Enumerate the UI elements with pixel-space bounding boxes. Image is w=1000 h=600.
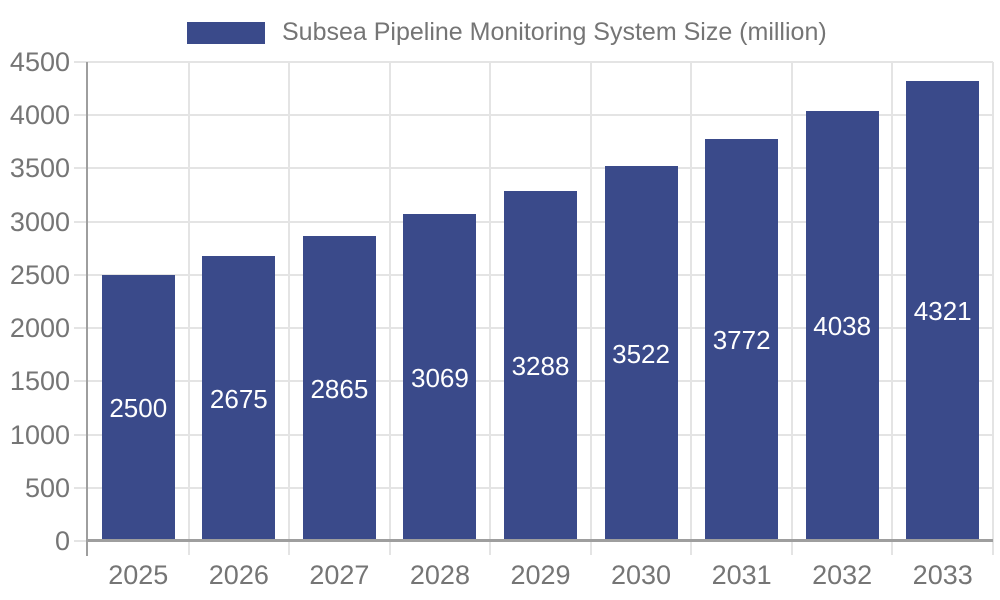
y-tick-label: 3000	[9, 206, 70, 237]
bar: 3069	[403, 214, 477, 541]
y-tick-label: 500	[24, 472, 70, 503]
y-axis-tick	[74, 220, 88, 223]
x-tick-label: 2025	[108, 560, 169, 590]
x-tick-label: 2033	[912, 560, 973, 590]
bar-value-label: 2500	[109, 392, 168, 423]
gridline-horizontal	[88, 167, 993, 170]
x-axis-line	[86, 539, 993, 542]
y-axis-tick	[74, 380, 88, 383]
y-axis-tick	[74, 327, 88, 330]
gridline-horizontal	[88, 114, 993, 117]
bar-value-label: 3069	[411, 362, 469, 393]
y-axis-tick	[74, 273, 88, 276]
bar-value-label: 2865	[310, 373, 369, 404]
x-axis-tick	[891, 541, 894, 555]
x-tick-label: 2032	[812, 560, 873, 590]
y-axis-tick	[74, 167, 88, 170]
gridline-vertical	[891, 62, 894, 541]
x-axis-tick	[790, 541, 793, 555]
plot-area: 0 500 1000 1500 2000 2500 3000 3500 4000 4500 2500…	[10, 49, 994, 589]
bar: 2865	[302, 236, 376, 541]
y-tick-label: 0	[54, 526, 70, 556]
legend-label: Subsea Pipeline Monitoring System Size (…	[282, 18, 827, 46]
bar-value-label: 2675	[209, 383, 268, 414]
x-tick-label: 2030	[611, 560, 672, 590]
bar: 4321	[906, 81, 980, 541]
x-tick-label: 2028	[409, 560, 470, 590]
gridline-vertical	[388, 62, 391, 541]
bar: 3522	[604, 166, 678, 541]
bar: 4038	[805, 111, 879, 541]
y-axis-tick	[74, 114, 88, 117]
y-tick-label: 4000	[9, 100, 70, 131]
y-axis-tick	[74, 433, 88, 436]
y-axis-line	[86, 62, 88, 556]
y-tick-label: 4500	[9, 47, 70, 77]
x-tick-label: 2027	[309, 560, 370, 590]
gridline-vertical	[790, 62, 793, 541]
x-tick-label: 2026	[208, 560, 269, 590]
x-tick-label: 2029	[510, 560, 571, 590]
bar-value-label: 3288	[511, 350, 570, 381]
y-tick-label: 1500	[9, 366, 70, 397]
bar-value-label: 3522	[612, 338, 670, 369]
x-axis-tick	[992, 541, 994, 555]
gridline-vertical	[288, 62, 291, 541]
gridline-vertical	[992, 62, 994, 541]
x-axis-tick	[690, 541, 693, 555]
bar: 3288	[504, 191, 577, 541]
y-tick-label: 2500	[9, 259, 70, 290]
gridline-vertical	[489, 62, 492, 541]
gridline-vertical	[589, 62, 592, 541]
x-axis-tick	[489, 541, 492, 555]
bar-value-label: 4321	[913, 296, 972, 327]
x-axis-tick	[388, 541, 391, 555]
x-axis-tick	[187, 541, 190, 555]
bar-value-label: 4038	[813, 311, 872, 342]
y-tick-label: 1000	[9, 419, 70, 450]
x-axis-tick	[589, 541, 592, 555]
bar: 2500	[101, 274, 175, 541]
y-axis-tick	[74, 540, 88, 542]
bar: 3772	[705, 139, 779, 541]
gridline-horizontal	[88, 61, 993, 63]
gridline-vertical	[690, 62, 693, 541]
legend-item[interactable]: Subsea Pipeline Monitoring System Size (…	[187, 20, 827, 45]
y-axis-tick	[74, 486, 88, 489]
x-tick-label: 2031	[711, 560, 772, 590]
bar-value-label: 3772	[712, 325, 771, 356]
y-axis-tick	[74, 61, 88, 63]
bar: 2675	[202, 256, 276, 541]
gridline-vertical	[187, 62, 190, 541]
y-tick-label: 2000	[9, 313, 70, 344]
legend-swatch-icon	[187, 21, 265, 44]
y-tick-label: 3500	[9, 153, 70, 184]
x-axis-tick	[288, 541, 291, 555]
